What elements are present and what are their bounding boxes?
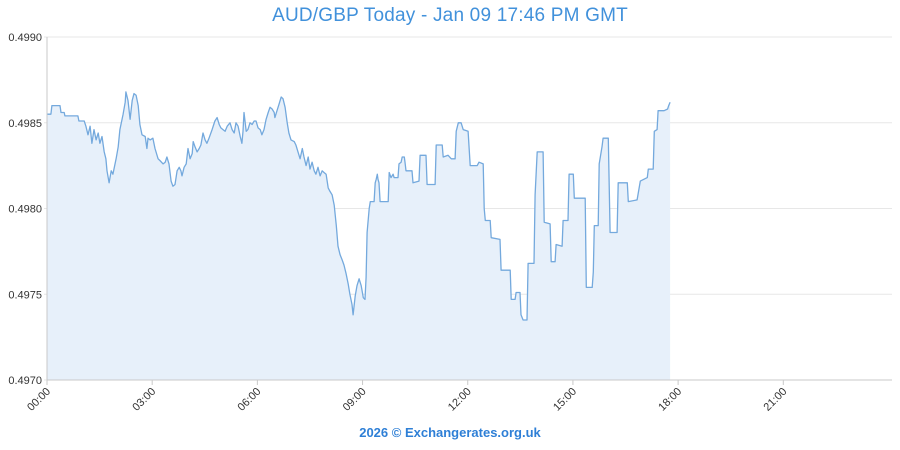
chart-title: AUD/GBP Today - Jan 09 17:46 PM GMT xyxy=(272,5,628,26)
y-axis-labels: 0.4990 0.4985 0.4980 0.4975 0.4970 xyxy=(8,32,42,387)
x-tick-label: 06:00 xyxy=(236,386,264,414)
axes xyxy=(46,37,892,385)
y-tick-label: 0.4970 xyxy=(8,375,42,387)
y-tick-label: 0.4980 xyxy=(8,204,42,216)
x-tick-label: 09:00 xyxy=(341,386,369,414)
x-tick-label: 21:00 xyxy=(761,386,789,414)
x-tick-label: 12:00 xyxy=(446,386,474,414)
x-tick-label: 15:00 xyxy=(551,386,579,414)
price-line xyxy=(47,91,671,321)
y-tick-label: 0.4985 xyxy=(8,118,42,130)
y-tick-label: 0.4975 xyxy=(8,289,42,301)
x-tick-label: 18:00 xyxy=(656,386,684,414)
area-fill xyxy=(47,91,671,381)
series-audgbp xyxy=(47,91,671,381)
x-tick-label: 00:00 xyxy=(25,386,53,414)
copyright-link[interactable]: 2026 © Exchangerates.org.uk xyxy=(359,425,541,440)
x-tick-label: 03:00 xyxy=(130,386,158,414)
y-tick-label: 0.4990 xyxy=(8,32,42,44)
x-axis-labels: 00:00 03:00 06:00 09:00 12:00 15:00 18:00 21:00 xyxy=(25,380,789,414)
